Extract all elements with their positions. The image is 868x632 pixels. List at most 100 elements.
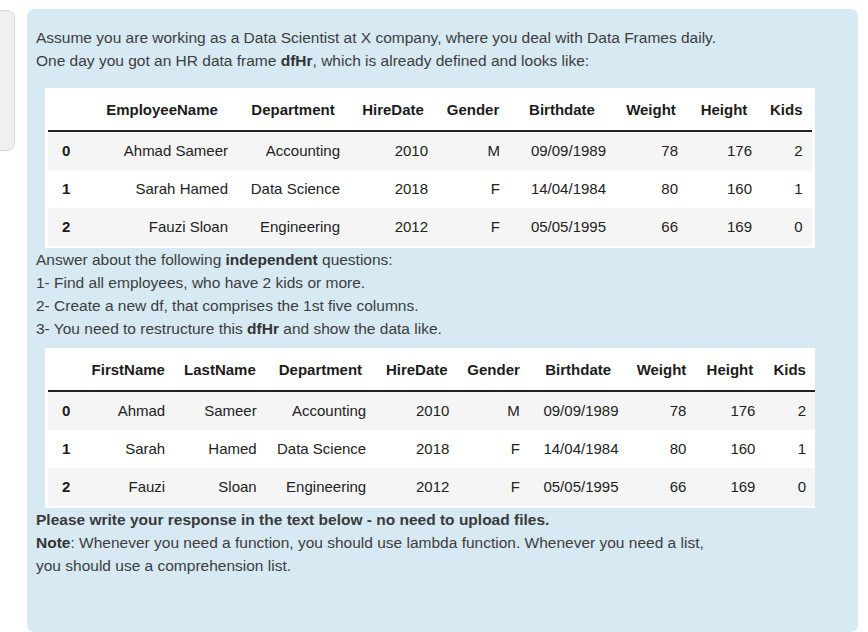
table-cell: 66	[628, 468, 696, 506]
row-index: 0	[48, 131, 87, 170]
question-3-post: and show the data like.	[279, 320, 442, 337]
table-cell: Data Science	[237, 170, 349, 208]
table-cell: 2010	[349, 131, 437, 170]
table-cell: 1	[761, 170, 812, 208]
dfhr-name: dfHr	[281, 52, 313, 69]
row-index: 1	[48, 430, 82, 468]
table-cell: Data Science	[266, 430, 375, 468]
answer-heading-post: questions:	[318, 251, 393, 268]
table-cell: Hamed	[174, 430, 266, 468]
table-cell: Accounting	[237, 131, 349, 170]
table-cell: Sarah Hamed	[87, 170, 237, 208]
question-2: 2- Create a new df, that comprises the 1…	[36, 294, 844, 317]
table-cell: F	[458, 430, 529, 468]
column-header: Height	[687, 90, 761, 131]
column-header	[48, 350, 82, 391]
table-cell: 05/05/1995	[529, 468, 628, 506]
column-header: EmployeeName	[87, 90, 237, 131]
table-cell: Engineering	[266, 468, 375, 506]
table-cell: 14/04/1984	[509, 170, 615, 208]
column-header: Department	[266, 350, 375, 391]
table-cell: Sarah	[82, 430, 174, 468]
intro-paragraph: Assume you are working as a Data Scienti…	[36, 26, 844, 72]
table-cell: Sloan	[174, 468, 266, 506]
table-cell: 2	[761, 131, 812, 170]
table-cell: 0	[761, 208, 812, 246]
table-cell: F	[437, 170, 509, 208]
table-cell: 2	[764, 391, 815, 430]
intro-line2-pre: One day you got an HR data frame	[36, 52, 281, 69]
table-cell: 14/04/1984	[529, 430, 628, 468]
question-panel: Assume you are working as a Data Scienti…	[27, 9, 858, 632]
table-cell: 2010	[375, 391, 458, 430]
table-cell: 80	[615, 170, 687, 208]
table-cell: 169	[695, 468, 764, 506]
table-cell: F	[437, 208, 509, 246]
row-index: 1	[48, 170, 87, 208]
table-cell: M	[437, 131, 509, 170]
table-cell: Sameer	[174, 391, 266, 430]
question-3-pre: 3- You need to restructure this	[36, 320, 247, 337]
response-instruction: Please write your response in the text b…	[36, 508, 844, 531]
table-header-row: FirstNameLastNameDepartmentHireDateGende…	[48, 350, 815, 391]
restructured-table-box: FirstNameLastNameDepartmentHireDateGende…	[45, 348, 815, 508]
table-cell: 09/09/1989	[509, 131, 615, 170]
column-header: HireDate	[349, 90, 437, 131]
column-header: Weight	[628, 350, 696, 391]
answer-heading-bold: independent	[226, 251, 318, 268]
column-header: HireDate	[375, 350, 458, 391]
page: Assume you are working as a Data Scienti…	[0, 0, 868, 632]
table-cell: 160	[695, 430, 764, 468]
table-cell: Fauzi Sloan	[87, 208, 237, 246]
row-index: 0	[48, 391, 82, 430]
table-cell: 160	[687, 170, 761, 208]
row-index: 2	[48, 208, 87, 246]
column-header: Gender	[458, 350, 529, 391]
table-cell: 176	[695, 391, 764, 430]
note-label: Note	[36, 534, 70, 551]
column-header: FirstName	[82, 350, 174, 391]
note-line2: you should use a comprehension list.	[36, 557, 291, 574]
dfhr-table: EmployeeNameDepartmentHireDateGenderBirt…	[48, 90, 812, 246]
table-row: 2Fauzi SloanEngineering2012F05/05/199566…	[48, 208, 812, 246]
column-header: Kids	[764, 350, 815, 391]
table-cell: Accounting	[266, 391, 375, 430]
column-header: Birthdate	[529, 350, 628, 391]
table-cell: Ahmad Sameer	[87, 131, 237, 170]
table-cell: 78	[628, 391, 696, 430]
column-header: Kids	[761, 90, 812, 131]
question-3-dfhr: dfHr	[247, 320, 279, 337]
dfhr-table-box: EmployeeNameDepartmentHireDateGenderBirt…	[45, 88, 815, 248]
table-cell: Engineering	[237, 208, 349, 246]
table-cell: 66	[615, 208, 687, 246]
table-cell: 78	[615, 131, 687, 170]
table-cell: 05/05/1995	[509, 208, 615, 246]
column-header: Gender	[437, 90, 509, 131]
adjacent-card-edge	[0, 10, 15, 151]
column-header: Department	[237, 90, 349, 131]
intro-line1: Assume you are working as a Data Scienti…	[36, 29, 716, 46]
table-cell: Ahmad	[82, 391, 174, 430]
note-paragraph: Note: Whenever you need a function, you …	[36, 531, 844, 577]
table-header-row: EmployeeNameDepartmentHireDateGenderBirt…	[48, 90, 812, 131]
table-row: 1SarahHamedData Science2018F14/04/198480…	[48, 430, 815, 468]
column-header: Weight	[615, 90, 687, 131]
table-cell: 176	[687, 131, 761, 170]
table-cell: 1	[764, 430, 815, 468]
restructured-table: FirstNameLastNameDepartmentHireDateGende…	[48, 350, 815, 506]
note-line1: : Whenever you need a function, you shou…	[70, 534, 703, 551]
column-header: LastName	[174, 350, 266, 391]
intro-line2-post: , which is already defined and looks lik…	[313, 52, 590, 69]
table-cell: 80	[628, 430, 696, 468]
table-row: 0AhmadSameerAccounting2010M09/09/1989781…	[48, 391, 815, 430]
table-cell: 2018	[375, 430, 458, 468]
table-cell: M	[458, 391, 529, 430]
table-cell: 2012	[349, 208, 437, 246]
column-header: Birthdate	[509, 90, 615, 131]
table-row: 0Ahmad SameerAccounting2010M09/09/198978…	[48, 131, 812, 170]
table-row: 2FauziSloanEngineering2012F05/05/1995661…	[48, 468, 815, 506]
answer-heading-pre: Answer about the following	[36, 251, 226, 268]
table-cell: 169	[687, 208, 761, 246]
table-cell: 2012	[375, 468, 458, 506]
table-cell: F	[458, 468, 529, 506]
